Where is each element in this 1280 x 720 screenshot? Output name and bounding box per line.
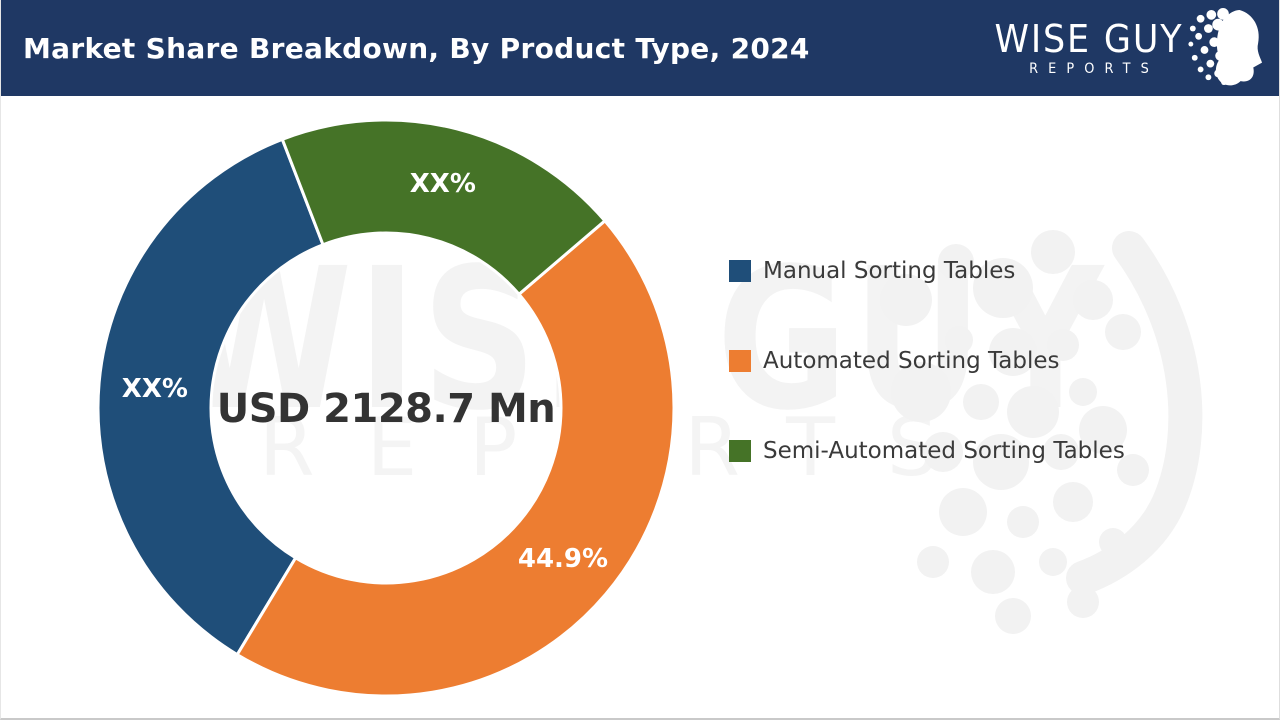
slice-label: XX% bbox=[410, 169, 476, 199]
slice-label: 44.9% bbox=[518, 544, 608, 574]
legend-label: Automated Sorting Tables bbox=[763, 348, 1060, 374]
logo-subtext: REPORTS bbox=[1028, 60, 1159, 77]
logo-wordmark: WISE GUY bbox=[993, 16, 1183, 61]
pie-slice bbox=[280, 118, 607, 296]
dotted-head-profile-icon bbox=[1188, 8, 1263, 86]
donut-center-value: USD 2128.7 Mn bbox=[217, 386, 555, 432]
legend-item-automated-sorting-tables: Automated Sorting Tables bbox=[729, 348, 1125, 374]
pie-slice bbox=[235, 219, 676, 698]
logo-text: WISE GUY REPORTS bbox=[994, 20, 1183, 77]
legend-item-semi-automated-sorting-tables: Semi-Automated Sorting Tables bbox=[729, 438, 1125, 464]
pie-slice bbox=[96, 137, 325, 657]
legend-swatch-icon bbox=[729, 260, 751, 282]
legend-label: Manual Sorting Tables bbox=[763, 258, 1016, 284]
legend-swatch-icon bbox=[729, 350, 751, 372]
header-bar: Market Share Breakdown, By Product Type,… bbox=[1, 0, 1279, 96]
chart-legend: Manual Sorting Tables Automated Sorting … bbox=[729, 258, 1125, 464]
wise-guy-reports-logo: WISE GUY REPORTS bbox=[978, 6, 1263, 90]
slice-label: XX% bbox=[122, 374, 188, 404]
legend-item-manual-sorting-tables: Manual Sorting Tables bbox=[729, 258, 1125, 284]
legend-swatch-icon bbox=[729, 440, 751, 462]
page-title: Market Share Breakdown, By Product Type,… bbox=[23, 31, 810, 65]
legend-label: Semi-Automated Sorting Tables bbox=[763, 438, 1125, 464]
